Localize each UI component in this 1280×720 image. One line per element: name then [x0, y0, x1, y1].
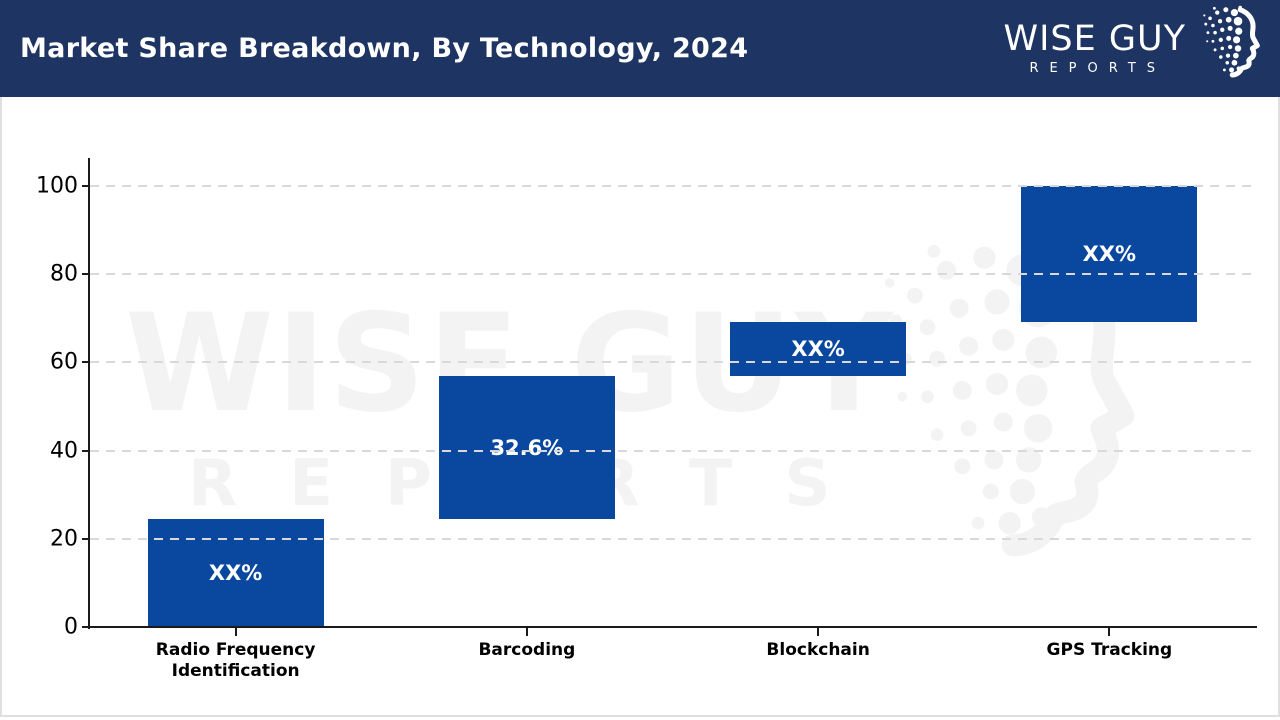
- y-gridline: [90, 537, 1255, 540]
- x-category-label: Radio Frequency Identification: [155, 640, 316, 682]
- y-tick-label: 40: [50, 438, 78, 464]
- x-axis: [88, 626, 1257, 628]
- brand-logo: WISE GUY REPORTS: [1003, 4, 1272, 90]
- header: Market Share Breakdown, By Technology, 2…: [0, 0, 1280, 97]
- y-tick: [82, 449, 90, 452]
- x-tick: [234, 628, 237, 636]
- x-tick: [1108, 628, 1111, 636]
- y-tick: [82, 185, 90, 187]
- brand-head-icon: [1194, 4, 1272, 90]
- y-gridline: [90, 361, 1255, 364]
- bar-value-label: 32.6%: [490, 435, 564, 460]
- page-title: Market Share Breakdown, By Technology, 2…: [20, 33, 749, 64]
- bar: 32.6%: [438, 375, 615, 520]
- x-category-label: Blockchain: [766, 640, 870, 660]
- bar-value-label: XX%: [791, 336, 845, 361]
- bar-value-label: XX%: [1082, 241, 1137, 266]
- bar: XX%: [1021, 186, 1198, 322]
- y-gridline: [90, 273, 1255, 276]
- y-tick-label: 20: [50, 526, 78, 552]
- y-tick: [82, 626, 90, 628]
- bar: XX%: [730, 321, 907, 376]
- y-gridline: [90, 185, 1255, 187]
- y-tick: [82, 361, 90, 364]
- y-tick-label: 100: [36, 173, 78, 199]
- x-tick: [817, 628, 820, 636]
- y-tick: [82, 273, 90, 276]
- y-gridline: [90, 449, 1255, 452]
- bar: XX%: [147, 519, 324, 627]
- bar-value-label: XX%: [208, 561, 263, 586]
- brand-text: WISE GUY REPORTS: [1003, 19, 1186, 76]
- x-category-label: GPS Tracking: [1046, 640, 1173, 660]
- x-tick: [525, 628, 528, 636]
- y-tick-label: 80: [50, 261, 78, 287]
- x-category-label: Barcoding: [478, 640, 576, 660]
- brand-sub: REPORTS: [1029, 60, 1167, 76]
- y-tick-label: 0: [64, 614, 78, 640]
- y-tick-label: 60: [50, 349, 78, 375]
- y-tick: [82, 537, 90, 540]
- y-axis: [88, 158, 90, 629]
- brand-name: WISE GUY: [1003, 18, 1186, 59]
